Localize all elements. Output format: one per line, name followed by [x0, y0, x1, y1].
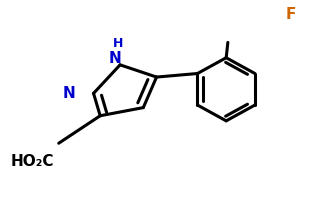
Text: H: H	[113, 37, 124, 50]
Text: N: N	[62, 85, 75, 100]
Text: HO₂C: HO₂C	[10, 153, 54, 168]
Text: F: F	[286, 7, 296, 22]
Text: N: N	[109, 51, 122, 66]
